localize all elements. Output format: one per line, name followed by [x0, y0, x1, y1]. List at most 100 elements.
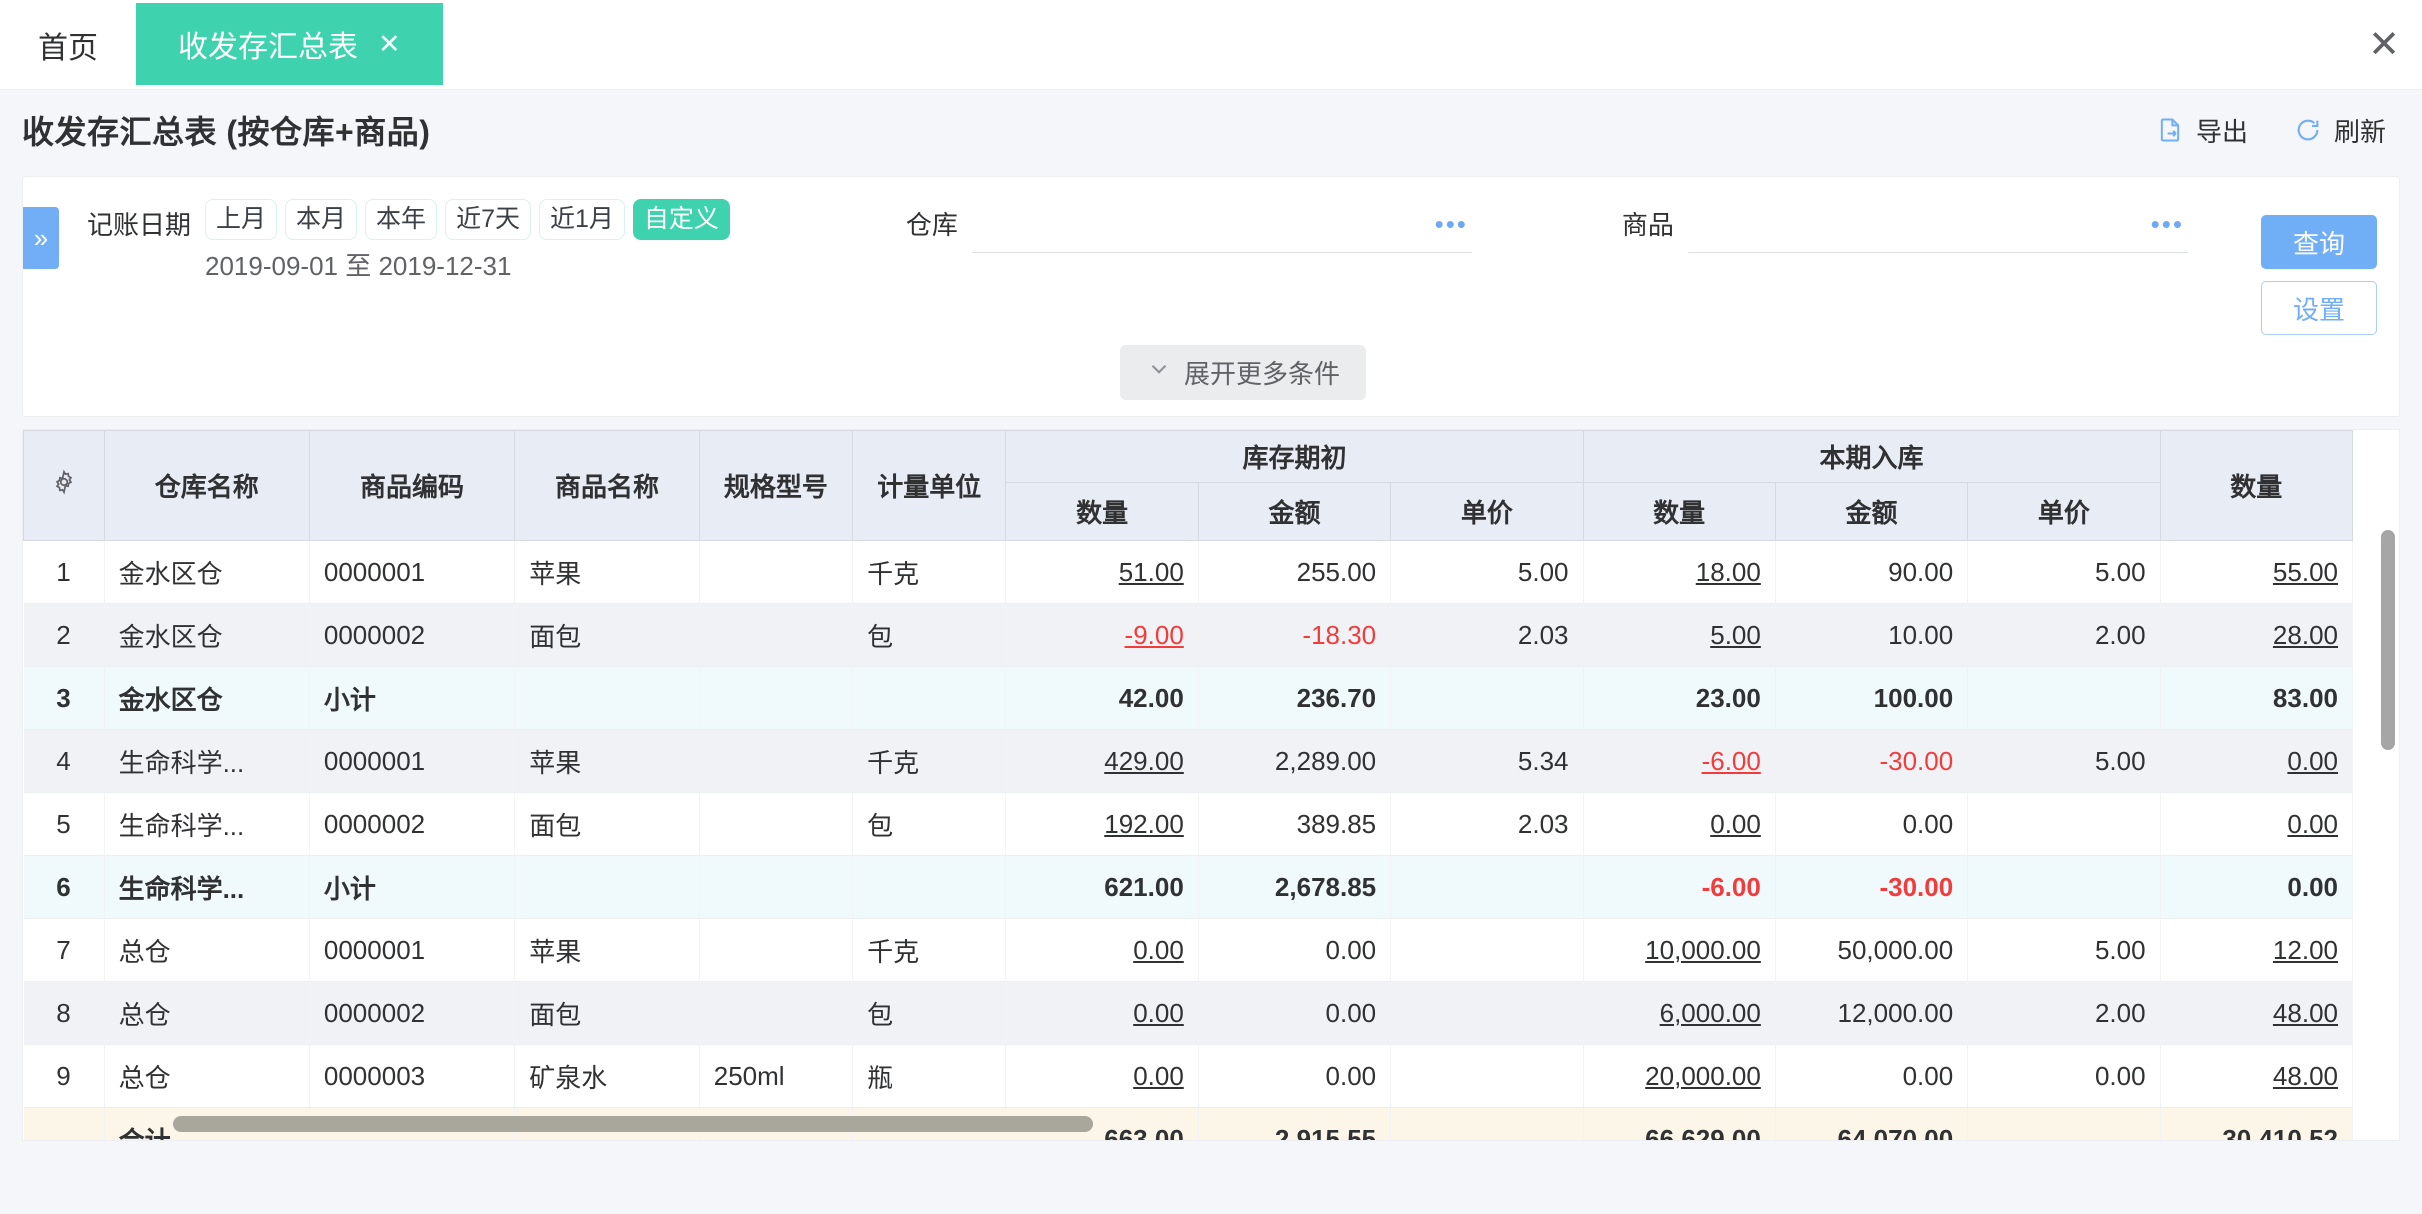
chip-last-1-month[interactable]: 近1月 — [538, 199, 625, 240]
value-a1: -18.30 — [1302, 619, 1377, 650]
cell-q3[interactable]: 12.00 — [2160, 918, 2354, 982]
close-icon[interactable]: ✕ — [378, 28, 401, 59]
group-opening-stock: 库存期初 — [1005, 430, 1584, 483]
table-row[interactable]: 8 总仓 0000002 面包 包 0.00 0.00 6,000.00 12,000.00 2.… — [23, 981, 2354, 1045]
cell-q3: 83.00 — [2160, 666, 2354, 730]
cell-product-code: 小计 — [309, 855, 516, 919]
value-q2[interactable]: 10,000.00 — [1645, 934, 1761, 965]
cell-q1[interactable]: 192.00 — [1005, 792, 1199, 856]
double-chevron-right-icon[interactable]: » — [23, 207, 59, 269]
value-q1[interactable]: -9.00 — [1124, 619, 1184, 650]
col-opening-price[interactable]: 单价 — [1390, 482, 1584, 541]
value-q3[interactable]: 0.00 — [2287, 808, 2338, 839]
value-q1[interactable]: 0.00 — [1133, 997, 1184, 1028]
value-q3[interactable]: 48.00 — [2272, 997, 2338, 1028]
cell-spec-model: 250ml — [699, 1044, 854, 1108]
col-inbound-price[interactable]: 单价 — [1967, 482, 2161, 541]
export-button[interactable]: 导出 — [2156, 112, 2248, 149]
value-q1[interactable]: 0.00 — [1133, 934, 1184, 965]
value-q2[interactable]: 5.00 — [1710, 619, 1761, 650]
value-q2[interactable]: 6,000.00 — [1659, 997, 1761, 1028]
value-q3[interactable]: 28.00 — [2272, 619, 2338, 650]
cell-q3[interactable]: 0.00 — [2160, 792, 2354, 856]
col-product-code[interactable]: 商品编码 — [308, 430, 516, 541]
value-q2[interactable]: 20,000.00 — [1645, 1060, 1761, 1091]
settings-button[interactable]: 设置 — [2261, 281, 2377, 335]
col-next-group-qty[interactable]: 数量 — [2159, 430, 2354, 541]
col-product-name[interactable]: 商品名称 — [514, 430, 700, 541]
product-ellipsis-icon[interactable]: ••• — [2150, 209, 2184, 239]
cell-q2[interactable]: 20,000.00 — [1583, 1044, 1776, 1108]
date-range-value[interactable]: 2019-09-01 至 2019-12-31 — [205, 250, 512, 281]
warehouse-input[interactable] — [971, 213, 1472, 253]
table-row[interactable]: 7 总仓 0000001 苹果 千克 0.00 0.00 10,000.00 50,000.00… — [23, 918, 2354, 982]
cell-q2[interactable]: 10,000.00 — [1583, 918, 1776, 982]
query-button[interactable]: 查询 — [2261, 215, 2377, 269]
value-q3[interactable]: 0.00 — [2287, 745, 2338, 776]
value-q3[interactable]: 55.00 — [2272, 556, 2338, 587]
expand-more-conditions-button[interactable]: 展开更多条件 — [1119, 345, 1366, 400]
value-q2[interactable]: 0.00 — [1710, 808, 1761, 839]
cell-q1[interactable]: 51.00 — [1005, 540, 1199, 604]
product-input[interactable] — [1687, 213, 2188, 253]
cell-q1[interactable]: 0.00 — [1005, 981, 1199, 1045]
cell-q2[interactable]: 18.00 — [1583, 540, 1776, 604]
cell-q1[interactable]: 0.00 — [1005, 1044, 1199, 1108]
table-row[interactable]: 2 金水区仓 0000002 面包 包 -9.00 -18.30 2.03 5.00 10.00 2… — [23, 603, 2354, 667]
table-row[interactable]: 5 生命科学... 0000002 面包 包 192.00 389.85 2.03 0.00 0.… — [23, 792, 2354, 856]
row-index: 8 — [23, 981, 105, 1045]
value-a1: 236.70 — [1296, 682, 1377, 713]
cell-q3[interactable]: 28.00 — [2160, 603, 2354, 667]
horizontal-scrollbar[interactable] — [173, 1116, 1093, 1132]
value-q1[interactable]: 429.00 — [1104, 745, 1184, 776]
col-warehouse-name[interactable]: 仓库名称 — [103, 430, 310, 541]
cell-q2[interactable]: 0.00 — [1583, 792, 1776, 856]
cell-q2[interactable]: 6,000.00 — [1583, 981, 1776, 1045]
chip-this-year[interactable]: 本年 — [365, 199, 438, 240]
total-p2 — [1967, 1107, 2161, 1140]
value-q2[interactable]: -6.00 — [1701, 745, 1761, 776]
table-row[interactable]: 9 总仓 0000003 矿泉水 250ml 瓶 0.00 0.00 20,000.00 0.00… — [23, 1044, 2354, 1108]
table-row[interactable]: 6 生命科学... 小计 621.00 2,678.85 -6.00 -30.00 0.00 — [23, 855, 2354, 919]
cell-q3: 0.00 — [2160, 855, 2354, 919]
cell-q3[interactable]: 55.00 — [2160, 540, 2354, 604]
chip-custom[interactable]: 自定义 — [632, 199, 730, 240]
col-opening-amount[interactable]: 金额 — [1197, 482, 1392, 541]
cell-q3[interactable]: 48.00 — [2160, 981, 2354, 1045]
col-spec-model[interactable]: 规格型号 — [698, 430, 854, 541]
col-opening-qty[interactable]: 数量 — [1005, 482, 1199, 541]
cell-q2[interactable]: 5.00 — [1583, 603, 1776, 667]
cell-q1[interactable]: -9.00 — [1005, 603, 1199, 667]
value-q1[interactable]: 51.00 — [1118, 556, 1184, 587]
cell-spec-model — [699, 855, 854, 919]
cell-q1[interactable]: 429.00 — [1005, 729, 1199, 793]
report-table: 仓库名称 商品编码 商品名称 规格型号 计量单位 库存期初 本期入库 数量 数量… — [23, 430, 2354, 1140]
refresh-button[interactable]: 刷新 — [2294, 112, 2386, 149]
tab-inventory-summary[interactable]: 收发存汇总表 ✕ — [136, 3, 443, 85]
value-p1: 5.34 — [1517, 745, 1569, 776]
table-row[interactable]: 1 金水区仓 0000001 苹果 千克 51.00 255.00 5.00 18.00 90.0… — [23, 540, 2354, 604]
value-q3[interactable]: 12.00 — [2272, 934, 2338, 965]
col-unit[interactable]: 计量单位 — [852, 430, 1007, 541]
cell-warehouse-name: 总仓 — [104, 981, 310, 1045]
cell-q1[interactable]: 0.00 — [1005, 918, 1199, 982]
cell-q3[interactable]: 48.00 — [2160, 1044, 2354, 1108]
value-q1[interactable]: 192.00 — [1104, 808, 1184, 839]
chip-this-month[interactable]: 本月 — [285, 199, 358, 240]
warehouse-ellipsis-icon[interactable]: ••• — [1434, 209, 1468, 239]
table-row[interactable]: 3 金水区仓 小计 42.00 236.70 23.00 100.00 83.00 — [23, 666, 2354, 730]
cell-q2[interactable]: -6.00 — [1583, 729, 1776, 793]
table-row[interactable]: 4 生命科学... 0000001 苹果 千克 429.00 2,289.00 5.34 -6.… — [23, 729, 2354, 793]
cell-q3[interactable]: 0.00 — [2160, 729, 2354, 793]
value-q2[interactable]: 18.00 — [1695, 556, 1761, 587]
col-inbound-qty[interactable]: 数量 — [1582, 482, 1776, 541]
value-q1[interactable]: 0.00 — [1133, 1060, 1184, 1091]
tab-home[interactable]: 首页 — [0, 0, 136, 89]
vertical-scrollbar[interactable] — [2381, 530, 2395, 750]
window-close-icon[interactable]: ✕ — [2368, 23, 2400, 66]
table-settings-gear[interactable] — [23, 430, 105, 541]
chip-last-month[interactable]: 上月 — [205, 199, 278, 240]
value-q3[interactable]: 48.00 — [2272, 1060, 2338, 1091]
chip-last-7-days[interactable]: 近7天 — [445, 199, 531, 240]
col-inbound-amount[interactable]: 金额 — [1774, 482, 1969, 541]
